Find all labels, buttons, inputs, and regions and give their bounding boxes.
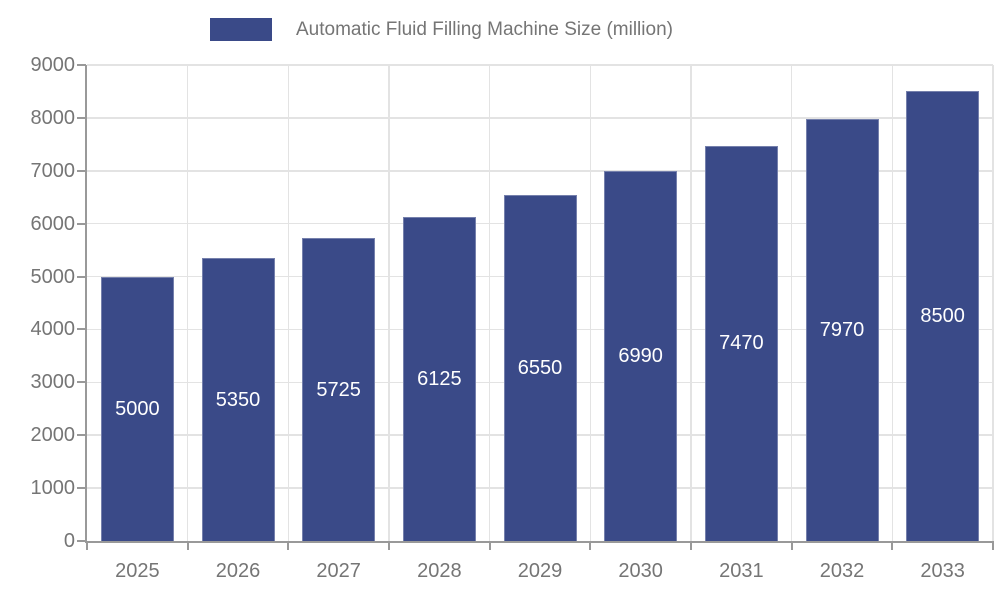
bar-2032[interactable] [805,119,879,541]
y-tick-label: 4000 [30,318,76,341]
y-gridline [87,64,993,66]
bar-2033[interactable] [906,91,980,541]
x-tick-label: 2031 [719,560,764,582]
x-gridline [186,65,189,541]
x-axis-tick [690,541,692,550]
x-gridline [388,65,390,541]
y-tick-label: 7000 [30,159,76,182]
y-axis-tick [77,540,86,542]
x-axis-tick [388,541,390,550]
legend-swatch [210,18,272,41]
y-tick-label: 6000 [30,212,76,235]
legend-label: Automatic Fluid Filling Machine Size (mi… [296,19,673,40]
x-axis-tick [186,541,189,550]
x-tick-label: 2032 [819,560,865,582]
x-axis-tick [992,541,994,550]
bar-2025[interactable] [100,276,174,541]
y-axis-tick [77,275,86,278]
x-axis-tick [790,541,793,550]
x-gridline [690,65,692,541]
x-tick-label: 2025 [115,560,160,582]
x-gridline [891,65,894,541]
legend-item[interactable]: Automatic Fluid Filling Machine Size (mi… [210,18,673,41]
y-tick-label: 1000 [30,477,76,500]
x-tick-label: 2030 [618,560,663,582]
bar-2029[interactable] [503,194,577,541]
y-gridline [87,117,993,119]
x-tick-label: 2027 [316,560,361,582]
x-gridline [488,65,491,541]
x-tick-label: 2029 [517,560,563,582]
y-tick-label: 9000 [30,54,76,76]
bar-2031[interactable] [704,145,778,541]
x-tick-label: 2028 [417,560,462,582]
bar-2026[interactable] [201,258,275,541]
y-axis-line [85,65,87,543]
y-axis-tick [77,116,86,119]
y-tick-label: 2000 [30,424,76,447]
x-axis-tick [488,541,491,550]
x-axis-tick [589,541,592,550]
bar-2028[interactable] [402,217,476,541]
x-gridline [589,65,592,541]
y-tick-label: 0 [63,530,75,552]
bar-2030[interactable] [604,171,678,541]
x-tick-label: 2033 [920,560,965,582]
x-gridline [287,65,290,541]
bar-2027[interactable] [302,238,376,541]
y-axis-tick [77,222,86,225]
x-axis-tick [287,541,290,550]
y-axis-tick [77,64,86,66]
x-tick-label: 2026 [215,560,261,582]
y-tick-label: 8000 [30,106,76,129]
y-tick-label: 5000 [30,265,76,288]
x-axis-tick [86,541,88,550]
y-axis-tick [77,434,86,437]
plot-area: 0 1000 2000 3000 4000 5000 6000 7000 8000 9000 500… [31,54,994,582]
y-axis-tick [77,487,86,490]
y-tick-label: 3000 [30,371,76,394]
x-axis-line [85,541,993,543]
y-axis-tick [77,381,86,384]
y-axis-tick [77,328,86,331]
y-gridline [87,170,993,172]
y-axis-tick [77,169,86,172]
x-gridline [992,65,994,541]
x-gridline [790,65,793,541]
x-axis-tick [891,541,894,550]
